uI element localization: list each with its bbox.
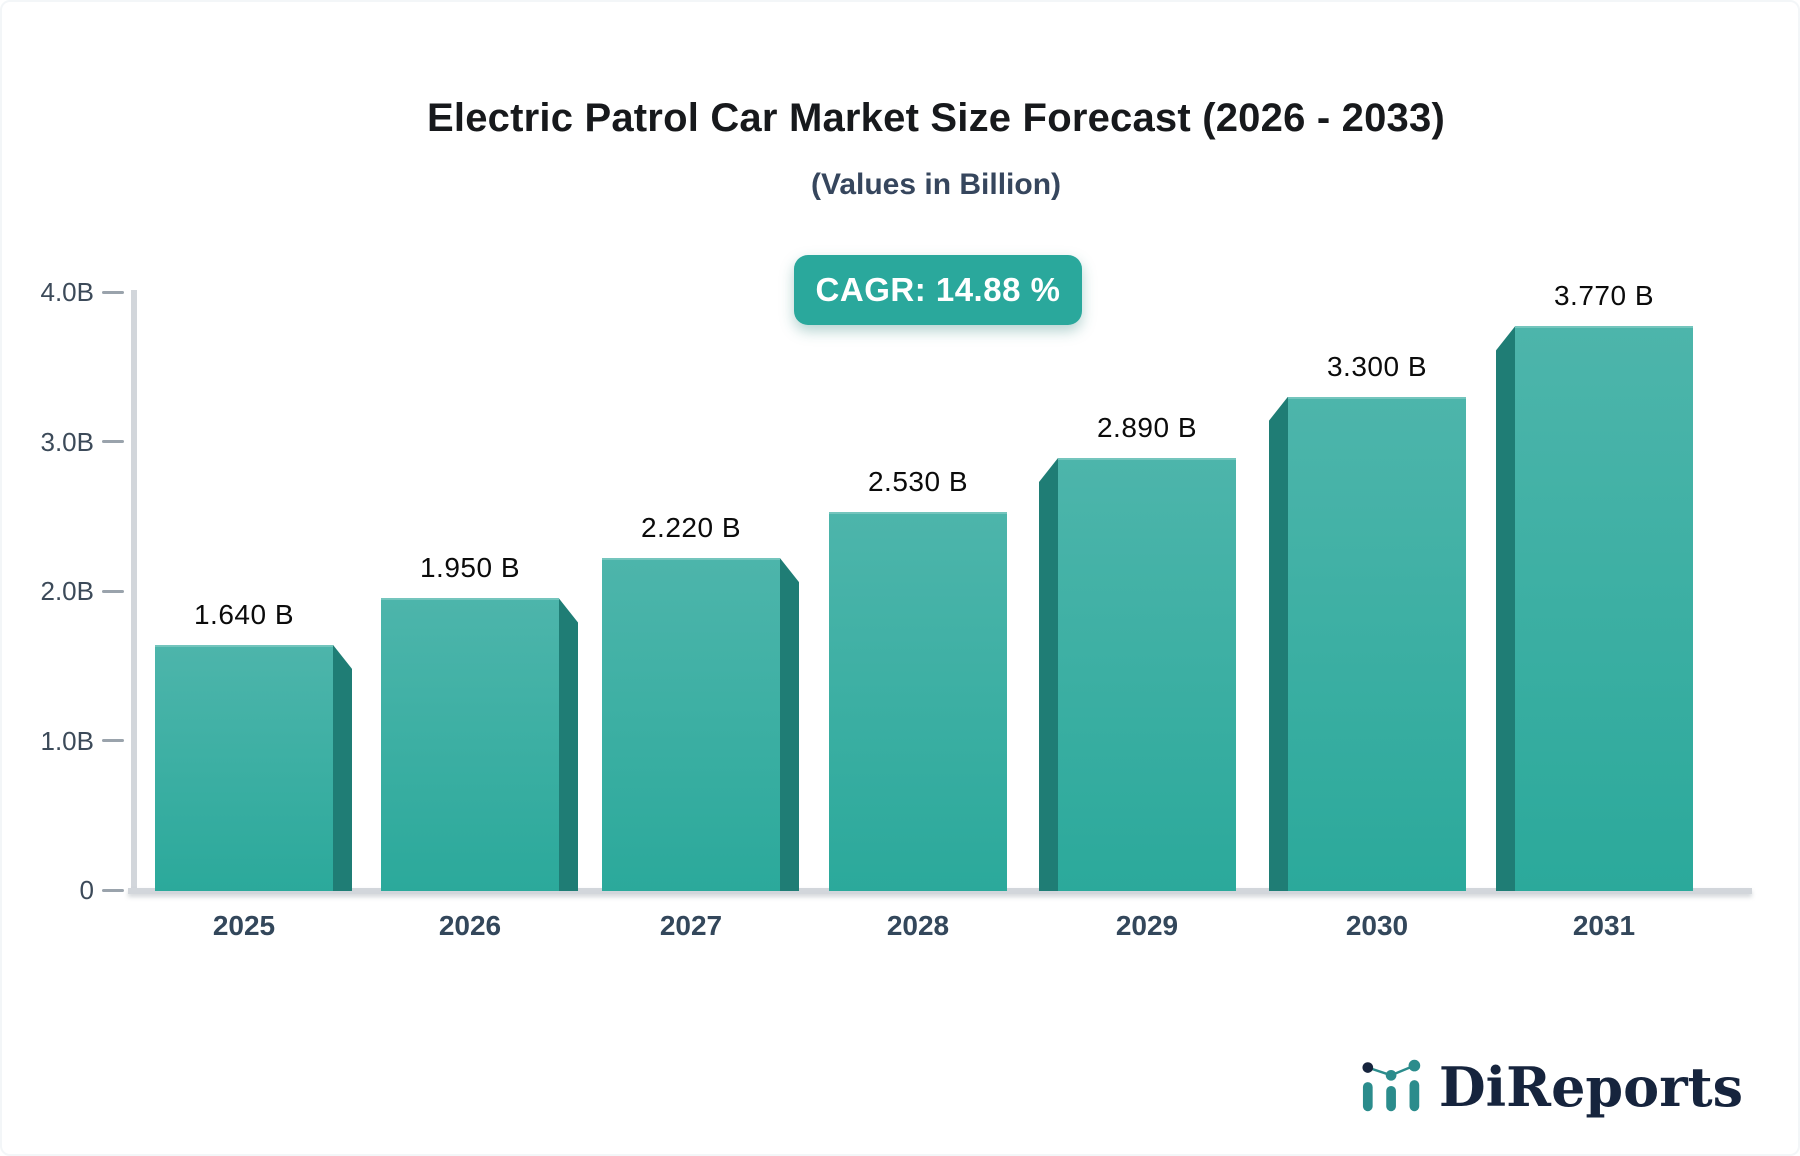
bar-value-label-2030: 3.300 B bbox=[1326, 350, 1428, 382]
y-axis-tick bbox=[102, 440, 124, 443]
bar-side-2029 bbox=[1039, 457, 1058, 891]
logo-chart-icon bbox=[1362, 1059, 1421, 1112]
y-axis-tick bbox=[102, 888, 124, 892]
bar-2026 bbox=[381, 598, 559, 891]
chart-title: Electric Patrol Car Market Size Forecast… bbox=[427, 96, 1445, 140]
x-axis-label-2028: 2028 bbox=[886, 910, 950, 941]
y-axis-tick bbox=[102, 739, 124, 742]
bar-2030 bbox=[1288, 396, 1466, 891]
bar-side-2025 bbox=[333, 644, 352, 891]
y-axis-tick bbox=[102, 589, 124, 593]
x-axis-label-2030: 2030 bbox=[1345, 910, 1409, 941]
bar-side-2031 bbox=[1496, 326, 1515, 891]
logo-text: DiReports bbox=[1438, 1055, 1743, 1119]
bar-value-label-2031: 3.770 B bbox=[1553, 280, 1655, 312]
bar-2027 bbox=[602, 558, 780, 891]
bar-2025 bbox=[155, 644, 333, 891]
x-axis-label-2027: 2027 bbox=[659, 910, 723, 941]
bar-2028 bbox=[829, 511, 1007, 891]
x-axis-label-2029: 2029 bbox=[1115, 910, 1179, 941]
bar-value-label-2027: 2.220 B bbox=[640, 512, 742, 544]
brand-logo: DiReports bbox=[1361, 1056, 1743, 1114]
x-axis-label-2031: 2031 bbox=[1572, 910, 1636, 941]
bar-value-label-2025: 1.640 B bbox=[193, 598, 295, 630]
bar-side-2030 bbox=[1269, 396, 1288, 891]
bar-2031 bbox=[1515, 326, 1693, 891]
y-axis-label: 0 bbox=[79, 875, 94, 905]
x-axis-label-2025: 2025 bbox=[212, 910, 276, 941]
y-axis-label: 2.0B bbox=[40, 576, 95, 606]
bar-2029 bbox=[1058, 457, 1236, 891]
y-axis-label: 3.0B bbox=[40, 426, 95, 457]
x-axis-label-2026: 2026 bbox=[438, 910, 502, 941]
bar-value-label-2026: 1.950 B bbox=[419, 552, 521, 584]
bar-value-label-2029: 2.890 B bbox=[1096, 411, 1198, 443]
y-axis-line bbox=[131, 290, 137, 891]
cagr-badge: CAGR: 14.88 % bbox=[794, 255, 1082, 325]
chart-subtitle: (Values in Billion) bbox=[810, 168, 1062, 201]
y-axis-label: 4.0B bbox=[40, 277, 95, 307]
bar-value-label-2028: 2.530 B bbox=[867, 465, 969, 497]
bar-side-2027 bbox=[780, 558, 799, 891]
bar-side-2026 bbox=[559, 598, 578, 891]
y-axis-label: 1.0B bbox=[40, 725, 95, 756]
y-axis-tick bbox=[102, 290, 124, 294]
x-axis-line bbox=[128, 888, 1752, 894]
